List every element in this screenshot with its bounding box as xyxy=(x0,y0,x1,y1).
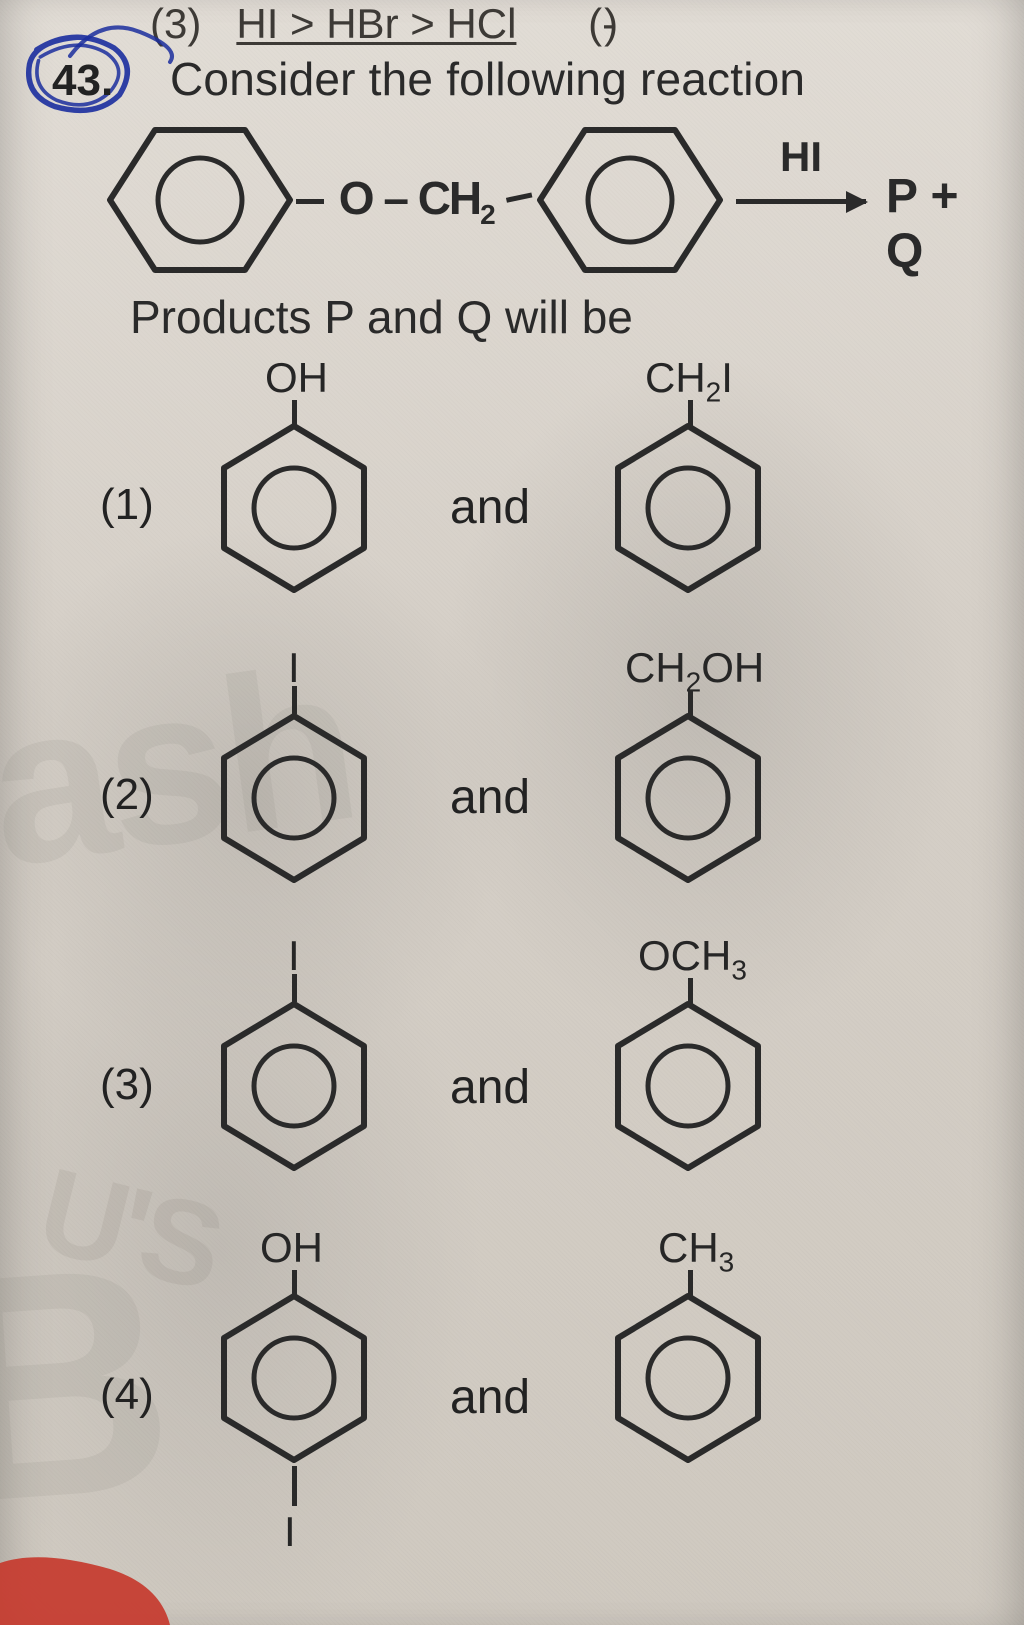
option-2-and: and xyxy=(450,770,530,825)
option-2-right-sub: CH2OH xyxy=(625,644,764,698)
option-3-right-ring xyxy=(608,996,768,1176)
option-1-right-sub-base: CH xyxy=(645,354,706,401)
option-3-right-sub-sub: 3 xyxy=(731,954,747,985)
page: ash B U'S (3) HI > HBr > HCl (-) 43. Con… xyxy=(0,0,1024,1625)
reaction-over-arrow-label: HI xyxy=(780,133,822,181)
option-4: (4) OH I and CH3 xyxy=(60,1230,960,1610)
prev-opt-text: HI > HBr > HCl xyxy=(236,0,516,47)
option-1-right-ring xyxy=(608,418,768,598)
previous-option-fragment: (3) HI > HBr > HCl (-) xyxy=(150,0,618,48)
option-2-left-sub: I xyxy=(288,644,300,692)
option-1-left-sub: OH xyxy=(265,354,328,402)
option-2-right-sub-base: CH xyxy=(625,644,686,691)
option-3-and: and xyxy=(450,1060,530,1115)
question-number-text: 43. xyxy=(52,56,113,106)
option-4-right-sub-sub: 3 xyxy=(719,1246,735,1277)
reaction-linker: O – CH2 xyxy=(296,171,533,231)
option-4-left-ring xyxy=(214,1288,374,1468)
red-corner-accent xyxy=(0,1555,170,1625)
option-4-left-bond-bottom xyxy=(292,1466,297,1506)
option-2: (2) I and CH2OH xyxy=(60,650,960,950)
option-1-and: and xyxy=(450,480,530,535)
option-4-right-sub: CH3 xyxy=(658,1224,734,1278)
reaction-right-benzene xyxy=(530,115,730,285)
reaction-scheme: O – CH2 HI P + Q xyxy=(100,115,1000,295)
option-1-right-sub-sub: 2 xyxy=(706,376,722,407)
reaction-products: P + Q xyxy=(886,169,1000,279)
reaction-linker-sub: 2 xyxy=(480,199,494,230)
option-3-left-ring xyxy=(214,996,374,1176)
option-1: (1) OH and CH2I xyxy=(60,360,960,660)
option-2-number: (2) xyxy=(100,770,154,820)
products-line: Products P and Q will be xyxy=(130,290,633,344)
option-3-right-sub-base: OCH xyxy=(638,932,731,979)
option-3-left-sub: I xyxy=(288,932,300,980)
option-4-and: and xyxy=(450,1370,530,1425)
option-4-right-ring xyxy=(608,1288,768,1468)
option-3: (3) I and OCH3 xyxy=(60,940,960,1240)
option-4-left-sub-top: OH xyxy=(260,1224,323,1272)
option-2-right-sub-tail: OH xyxy=(701,644,764,691)
option-4-right-sub-base: CH xyxy=(658,1224,719,1271)
option-2-right-ring xyxy=(608,708,768,888)
reaction-linker-text: O – CH xyxy=(339,172,480,224)
prev-opt-trailing: (-) xyxy=(588,0,618,47)
option-2-left-ring xyxy=(214,708,374,888)
option-4-left-sub-bottom: I xyxy=(284,1508,296,1556)
reaction-arrow-icon xyxy=(736,199,866,204)
option-1-number: (1) xyxy=(100,480,154,530)
reaction-left-benzene xyxy=(100,115,300,285)
option-1-right-sub-tail: I xyxy=(721,354,733,401)
option-1-left-ring xyxy=(214,418,374,598)
question-stem: Consider the following reaction xyxy=(170,52,805,106)
option-3-number: (3) xyxy=(100,1060,154,1110)
option-4-number: (4) xyxy=(100,1370,154,1420)
